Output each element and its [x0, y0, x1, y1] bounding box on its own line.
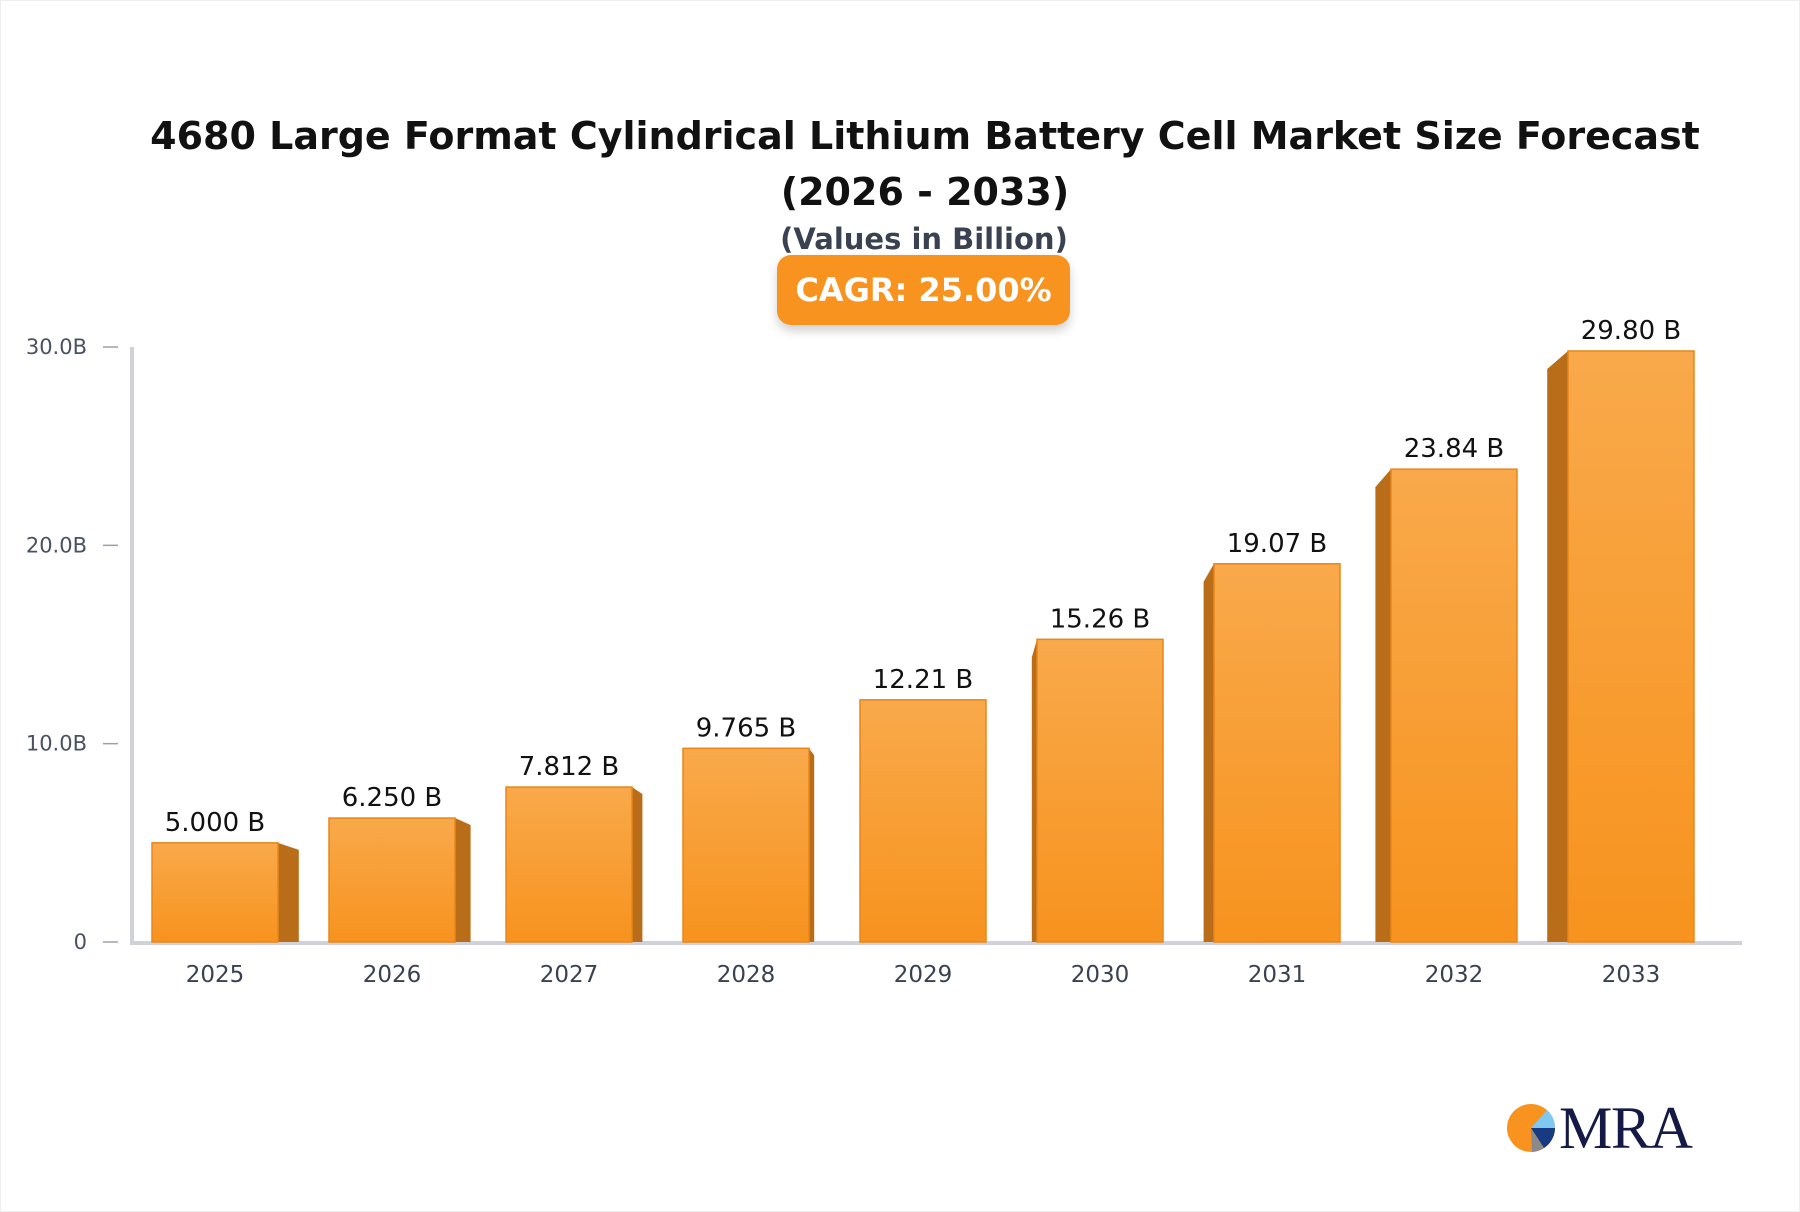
- bar-side: [455, 818, 471, 942]
- data-label: 7.812 B: [519, 752, 620, 782]
- x-tick-label: 2033: [1602, 962, 1661, 988]
- cagr-badge: CAGR: 25.00%: [777, 255, 1070, 325]
- x-tick-label: 2027: [540, 962, 599, 988]
- bar-side: [1203, 563, 1214, 942]
- bar: [682, 747, 810, 943]
- svg-text:MRA: MRA: [1559, 1098, 1693, 1154]
- bar: [328, 817, 456, 943]
- data-label: 9.765 B: [696, 713, 797, 743]
- data-label: 6.250 B: [342, 783, 443, 813]
- y-tick-label: 0: [74, 930, 87, 954]
- data-label: 12.21 B: [873, 665, 974, 695]
- chart-subtitle: (Values in Billion): [780, 222, 1068, 256]
- bar: [1567, 350, 1695, 943]
- bar: [1390, 468, 1518, 943]
- y-tick-label: 30.0B: [26, 335, 87, 359]
- bar-side: [1031, 639, 1037, 942]
- bar-side: [1547, 350, 1568, 942]
- x-tick-label: 2030: [1071, 962, 1130, 988]
- bar: [859, 699, 987, 943]
- data-label: 5.000 B: [165, 808, 266, 838]
- y-tick-label: 20.0B: [26, 533, 87, 557]
- mra-logo: MRA: [1507, 1098, 1693, 1154]
- x-tick-label: 2026: [363, 962, 422, 988]
- x-tick-label: 2028: [717, 962, 776, 988]
- bar: [151, 842, 279, 943]
- x-tick-label: 2029: [894, 962, 953, 988]
- y-tick-label: 10.0B: [26, 732, 87, 756]
- bar: [1036, 638, 1164, 943]
- x-tick-label: 2031: [1248, 962, 1307, 988]
- x-tick-label: 2032: [1425, 962, 1484, 988]
- bar-side: [809, 748, 815, 942]
- bar-side: [632, 787, 643, 942]
- bar: [1213, 563, 1341, 943]
- data-label: 23.84 B: [1404, 434, 1505, 464]
- bar-side: [278, 842, 299, 942]
- data-label: 29.80 B: [1581, 316, 1682, 346]
- data-label: 15.26 B: [1050, 604, 1151, 634]
- x-tick-label: 2025: [186, 962, 245, 988]
- bar: [505, 786, 633, 943]
- bar-side: [1375, 469, 1391, 942]
- chart-title: 4680 Large Format Cylindrical Lithium Ba…: [150, 114, 1700, 214]
- data-label: 19.07 B: [1227, 529, 1328, 559]
